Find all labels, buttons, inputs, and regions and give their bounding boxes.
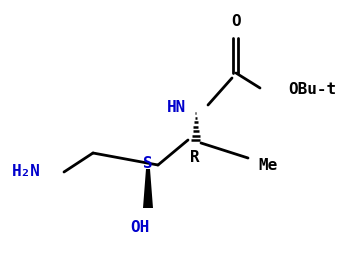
Text: R: R [190,151,200,166]
Polygon shape [143,169,153,208]
Text: OBu-t: OBu-t [288,82,336,97]
Text: H₂N: H₂N [12,164,41,179]
Text: HN: HN [167,100,186,115]
Text: O: O [231,14,241,30]
Text: S: S [143,155,153,170]
Text: Me: Me [258,158,277,172]
Text: OH: OH [130,221,149,235]
